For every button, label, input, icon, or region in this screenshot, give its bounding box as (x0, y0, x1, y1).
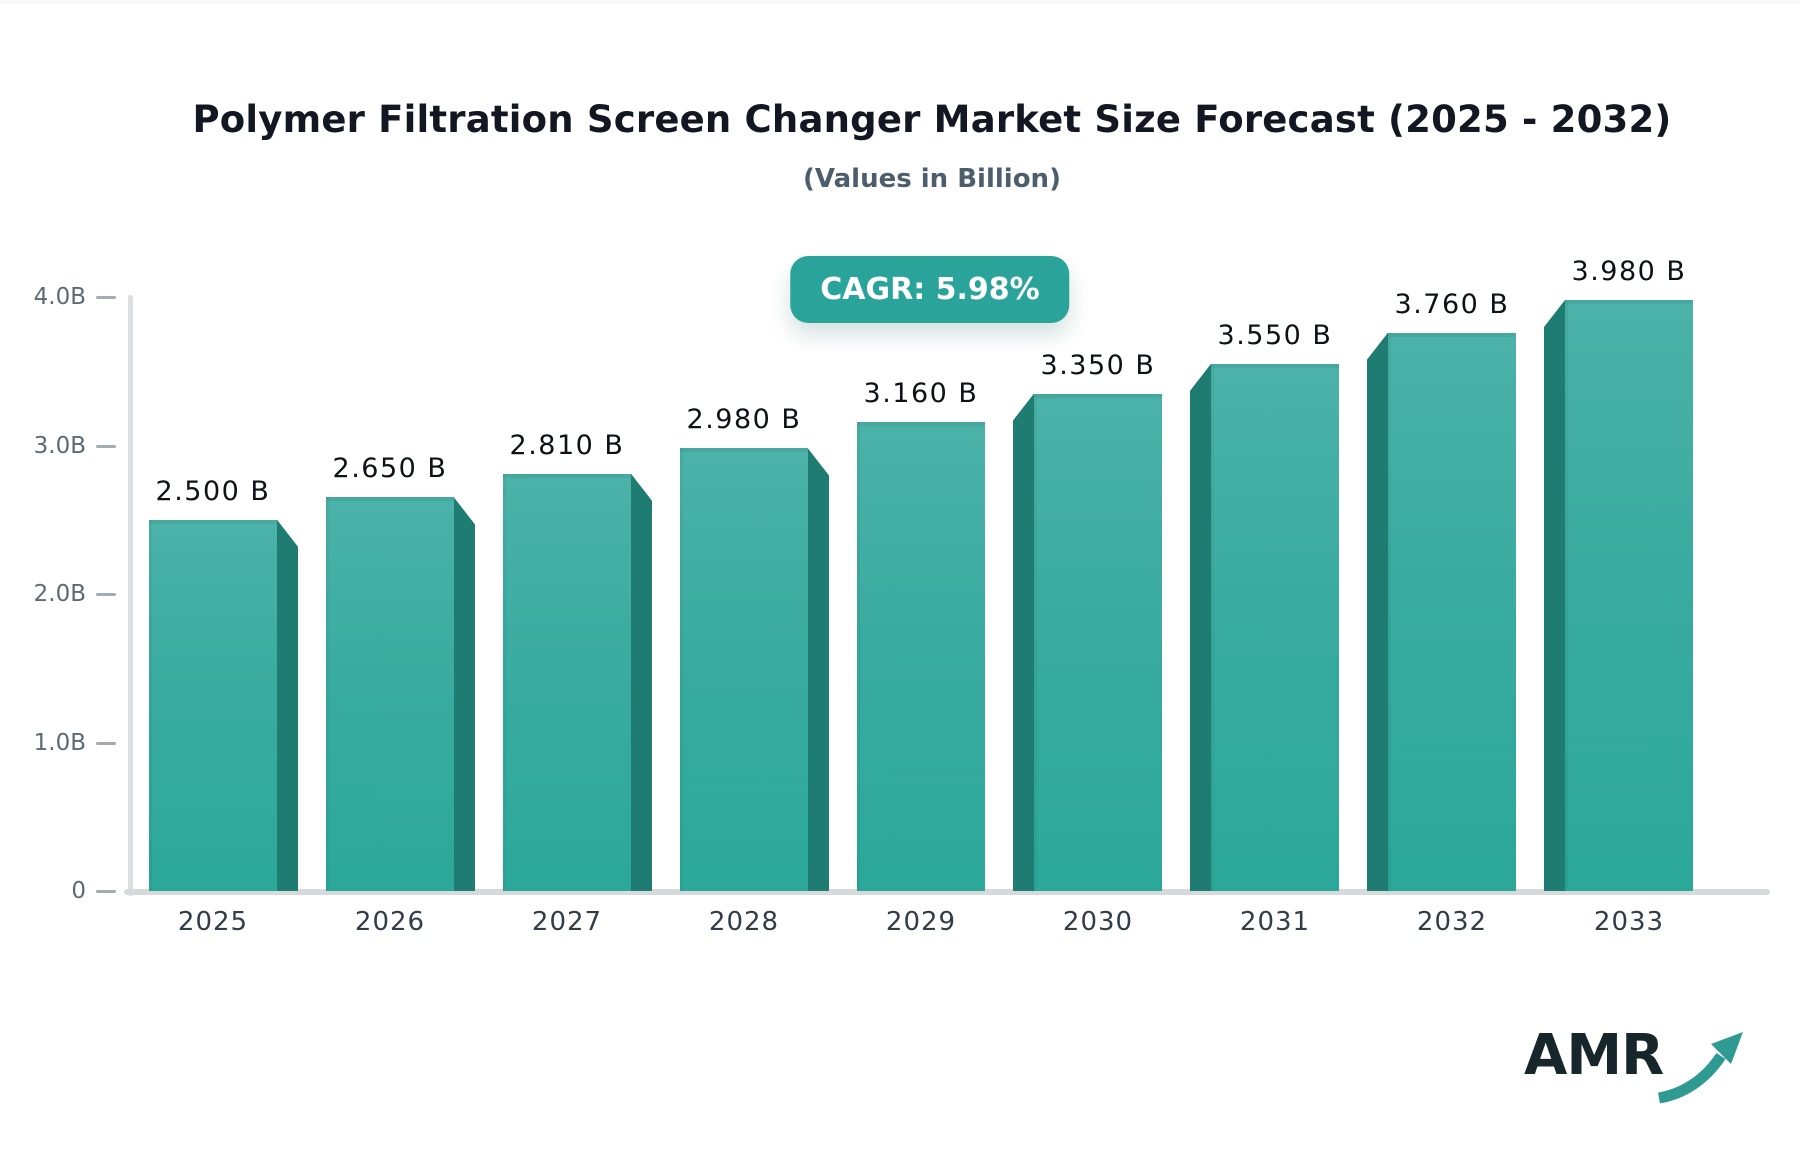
x-tick-label: 2028 (708, 907, 780, 937)
bar-2029 (857, 421, 985, 891)
y-tick-label: 3.0B (33, 432, 86, 459)
x-tick-label: 2027 (531, 907, 603, 937)
bar-side-face (1544, 299, 1565, 891)
bar-value-label: 2.650 B (332, 453, 448, 485)
bar-2028 (680, 448, 808, 891)
y-tick-dash (96, 296, 116, 299)
y-tick-label: 0 (71, 878, 86, 904)
growth-arrow-icon (1658, 1032, 1744, 1104)
x-tick-label: 2032 (1416, 907, 1488, 937)
bar-2027 (503, 473, 631, 891)
x-tick-label: 2026 (354, 907, 426, 937)
x-tick-label: 2025 (177, 907, 249, 937)
bar-value-label: 2.980 B (686, 404, 802, 436)
bar-2025 (149, 519, 277, 891)
y-tick-label: 1.0B (33, 729, 86, 756)
x-tick-label: 2030 (1062, 907, 1134, 937)
bar-2030 (1034, 393, 1162, 891)
y-tick-dash (96, 741, 116, 745)
y-tick-label: 4.0B (33, 284, 86, 310)
bar-value-label: 3.160 B (863, 377, 979, 409)
page-subtitle: (Values in Billion) (803, 164, 1061, 194)
x-tick-label: 2031 (1239, 907, 1311, 937)
bar-value-label: 3.350 B (1040, 349, 1156, 381)
bar-side-face (631, 473, 652, 891)
y-tick-dash (96, 593, 116, 596)
x-axis-line (124, 889, 1770, 895)
x-tick-label: 2033 (1593, 907, 1665, 937)
bar-side-face (277, 519, 298, 891)
bar-side-face (1013, 393, 1034, 891)
bar-2033 (1565, 299, 1693, 891)
cagr-badge: CAGR: 5.98% (790, 256, 1070, 323)
bar-side-face (1367, 332, 1388, 891)
bar-side-face (1190, 363, 1211, 891)
bar-side-face (808, 448, 829, 891)
bar-value-label: 2.500 B (155, 475, 271, 507)
bar-value-label: 3.980 B (1571, 255, 1687, 287)
y-tick-dash (96, 444, 116, 448)
page-title: Polymer Filtration Screen Changer Market… (192, 98, 1672, 141)
x-tick-label: 2029 (885, 907, 957, 937)
y-tick-dash (96, 890, 116, 893)
y-axis-line (128, 295, 133, 896)
bar-2026 (326, 497, 454, 891)
amr-logo-text: AMR (1524, 1023, 1664, 1088)
bar-value-label: 3.760 B (1394, 288, 1510, 320)
bar-2032 (1388, 332, 1516, 891)
bar-2031 (1211, 363, 1339, 891)
bar-value-label: 3.550 B (1217, 319, 1333, 351)
amr-logo: AMR (1524, 1028, 1745, 1104)
bar-value-label: 2.810 B (509, 429, 625, 461)
bar-side-face (454, 497, 475, 891)
y-tick-label: 2.0B (33, 581, 86, 607)
